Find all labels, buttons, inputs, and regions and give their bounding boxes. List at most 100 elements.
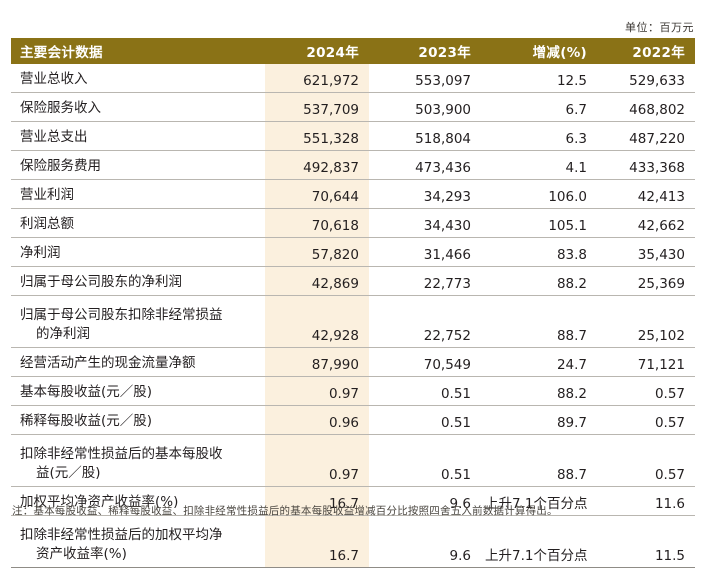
table-row: 归属于母公司股东扣除非经常损益 的净利润 42,928 22,752 88.7 25,10…	[11, 295, 695, 348]
header-2024: 2024年	[265, 38, 369, 64]
row-label-line1: 经营活动产生的现金流量净额	[20, 355, 196, 371]
value-change: 24.7	[481, 347, 597, 377]
table-row: 净利润 57,820 31,466 83.8 35,430	[11, 237, 695, 267]
value-2022: 0.57	[597, 405, 695, 435]
value-2022: 25,102	[597, 295, 695, 348]
row-label-line1: 营业总收入	[20, 71, 88, 87]
table-row: 保险服务费用 492,837 473,436 4.1 433,368	[11, 150, 695, 180]
table-row: 利润总额 70,618 34,430 105.1 42,662	[11, 208, 695, 238]
table-row: 扣除非经常性损益后的加权平均净 资产收益率(%) 16.7 9.6 上升7.1个百分点 1…	[11, 515, 695, 568]
row-label-line2: 资产收益率(%)	[36, 546, 127, 562]
row-label: 扣除非经常性损益后的基本每股收益(元／股)	[11, 434, 265, 487]
value-2023: 9.6	[369, 515, 481, 568]
value-2024: 70,644	[265, 179, 369, 209]
value-2023: 503,900	[369, 92, 481, 122]
financial-summary-page: 单位：百万元 主要会计数据 2024年 2023年 增减(%) 2022年 营业…	[11, 21, 695, 568]
value-2022: 71,121	[597, 347, 695, 377]
value-2024: 42,869	[265, 266, 369, 296]
table-row: 归属于母公司股东的净利润 42,869 22,773 88.2 25,369	[11, 266, 695, 296]
value-2024: 537,709	[265, 92, 369, 122]
table-row: 营业总收入 621,972 553,097 12.5 529,633	[11, 64, 695, 93]
value-2023: 22,752	[369, 295, 481, 348]
row-label-line1: 保险服务收入	[20, 100, 101, 116]
row-label: 经营活动产生的现金流量净额	[11, 347, 265, 377]
value-change: 105.1	[481, 208, 597, 238]
value-2022: 0.57	[597, 376, 695, 406]
row-label: 加权平均净资产收益率(%)	[11, 486, 265, 516]
row-label-line1: 利润总额	[20, 216, 74, 232]
row-label: 保险服务收入	[11, 92, 265, 122]
value-change: 上升7.1个百分点	[481, 515, 597, 568]
value-2022: 25,369	[597, 266, 695, 296]
row-label-line1: 净利润	[20, 245, 61, 261]
header-change: 增减(%)	[481, 38, 597, 64]
value-2023: 0.51	[369, 376, 481, 406]
value-change: 88.7	[481, 295, 597, 348]
value-2024: 16.7	[265, 486, 369, 516]
value-2024: 16.7	[265, 515, 369, 568]
value-2023: 34,430	[369, 208, 481, 238]
value-2024: 492,837	[265, 150, 369, 180]
value-2024: 0.96	[265, 405, 369, 435]
table-row: 营业总支出 551,328 518,804 6.3 487,220	[11, 121, 695, 151]
table-row: 稀释每股收益(元／股) 0.96 0.51 89.7 0.57	[11, 405, 695, 435]
value-2024: 621,972	[265, 64, 369, 93]
row-label-line1: 归属于母公司股东扣除非经常损益	[20, 307, 223, 323]
row-label: 净利润	[11, 237, 265, 267]
value-change: 89.7	[481, 405, 597, 435]
value-2022: 487,220	[597, 121, 695, 151]
value-2024: 0.97	[265, 376, 369, 406]
value-change: 6.7	[481, 92, 597, 122]
value-2023: 34,293	[369, 179, 481, 209]
row-label: 基本每股收益(元／股)	[11, 376, 265, 406]
value-2024: 70,618	[265, 208, 369, 238]
value-2024: 0.97	[265, 434, 369, 487]
value-change: 88.7	[481, 434, 597, 487]
value-change: 4.1	[481, 150, 597, 180]
value-2023: 553,097	[369, 64, 481, 93]
table-footnote: 注：基本每股收益、稀释每股收益、扣除非经常性损益后的基本每股收益增减百分比按照四…	[12, 505, 558, 517]
value-2022: 0.57	[597, 434, 695, 487]
value-change: 83.8	[481, 237, 597, 267]
value-2024: 87,990	[265, 347, 369, 377]
value-2022: 42,662	[597, 208, 695, 238]
row-label-line1: 扣除非经常性损益后的基本每股收	[20, 446, 223, 462]
unit-caption: 单位：百万元	[625, 21, 694, 34]
value-2023: 9.6	[369, 486, 481, 516]
row-label: 归属于母公司股东扣除非经常损益的净利润	[11, 295, 265, 348]
value-2022: 11.6	[597, 486, 695, 516]
row-label-line1: 稀释每股收益(元／股)	[20, 413, 153, 429]
table-row: 经营活动产生的现金流量净额 87,990 70,549 24.7 71,121	[11, 347, 695, 377]
value-2024: 551,328	[265, 121, 369, 151]
header-2022: 2022年	[597, 38, 695, 64]
value-2022: 35,430	[597, 237, 695, 267]
value-2022: 433,368	[597, 150, 695, 180]
row-label-line1: 保险服务费用	[20, 158, 101, 174]
header-label: 主要会计数据	[11, 38, 265, 64]
row-label-line1: 营业利润	[20, 187, 74, 203]
value-2023: 0.51	[369, 405, 481, 435]
table-header-row: 主要会计数据 2024年 2023年 增减(%) 2022年	[11, 38, 695, 64]
value-2024: 42,928	[265, 295, 369, 348]
value-change: 12.5	[481, 64, 597, 93]
row-label: 营业利润	[11, 179, 265, 209]
table-row: 扣除非经常性损益后的基本每股收 益(元／股) 0.97 0.51 88.7 0.57	[11, 434, 695, 487]
table-header: 主要会计数据 2024年 2023年 增减(%) 2022年	[11, 38, 695, 64]
value-change: 上升7.1个百分点	[481, 486, 597, 516]
value-2024: 57,820	[265, 237, 369, 267]
row-label: 保险服务费用	[11, 150, 265, 180]
row-label-line2: 益(元／股)	[36, 465, 101, 481]
row-label: 利润总额	[11, 208, 265, 238]
value-change: 106.0	[481, 179, 597, 209]
row-label: 营业总收入	[11, 64, 265, 93]
row-label-line2: 的净利润	[36, 326, 90, 342]
row-label-line1: 归属于母公司股东的净利润	[20, 274, 182, 290]
value-2023: 0.51	[369, 434, 481, 487]
table-row: 营业利润 70,644 34,293 106.0 42,413	[11, 179, 695, 209]
row-label-line1: 营业总支出	[20, 129, 88, 145]
row-label: 稀释每股收益(元／股)	[11, 405, 265, 435]
value-2023: 70,549	[369, 347, 481, 377]
row-label-line1: 扣除非经常性损益后的加权平均净	[20, 527, 223, 543]
table-row: 保险服务收入 537,709 503,900 6.7 468,802	[11, 92, 695, 122]
key-accounting-data-table: 主要会计数据 2024年 2023年 增减(%) 2022年 营业总收入 621,…	[11, 38, 695, 568]
